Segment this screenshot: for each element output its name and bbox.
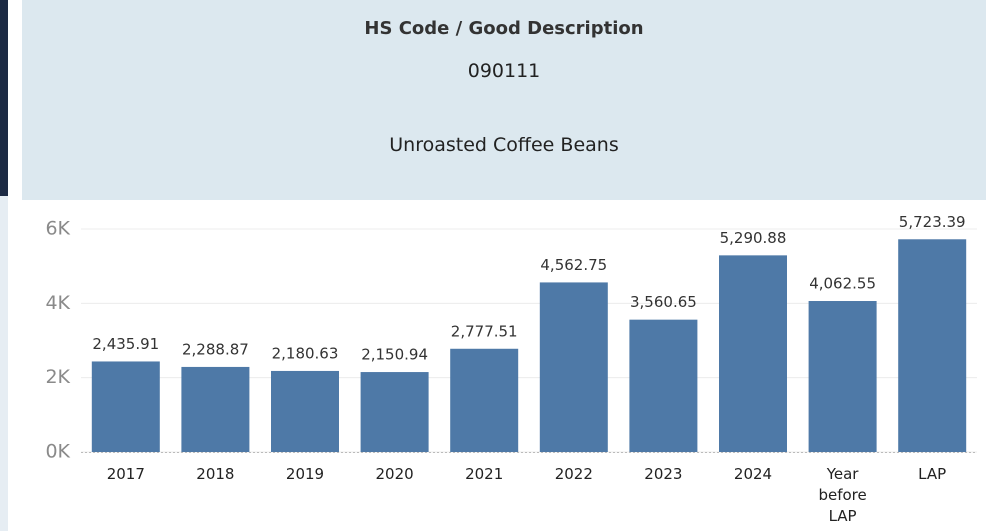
x-tick-label: 2021 bbox=[465, 465, 504, 483]
bar bbox=[181, 366, 250, 452]
bar bbox=[450, 348, 519, 452]
bar bbox=[271, 370, 339, 452]
bar bbox=[808, 301, 877, 452]
description: Unroasted Coffee Beans bbox=[389, 134, 619, 156]
bar bbox=[898, 239, 967, 452]
y-tick-label: 6K bbox=[45, 218, 70, 240]
value-label: 5,723.39 bbox=[899, 213, 966, 231]
x-tick-label: 2020 bbox=[375, 465, 414, 483]
x-tick-label: 2023 bbox=[644, 465, 683, 483]
x-tick-label: 2024 bbox=[733, 465, 773, 483]
value-label: 2,150.94 bbox=[361, 346, 428, 364]
header-title: HS Code / Good Description bbox=[364, 18, 644, 39]
x-tick-label: LAP bbox=[918, 465, 947, 483]
hs-code: 090111 bbox=[467, 60, 541, 82]
value-label: 2,288.87 bbox=[182, 340, 249, 358]
bar bbox=[539, 282, 608, 452]
x-tick-label: 2022 bbox=[554, 465, 593, 483]
bar bbox=[91, 361, 160, 452]
x-tick-label: 2019 bbox=[285, 465, 325, 483]
value-label: 2,777.51 bbox=[451, 322, 518, 340]
y-tick-label: 0K bbox=[45, 441, 70, 463]
bar bbox=[629, 319, 698, 452]
y-tick-label: 2K bbox=[45, 366, 70, 388]
value-label: 5,290.88 bbox=[720, 229, 787, 247]
bar bbox=[719, 255, 787, 452]
header: HS Code / Good Description 090111 Unroas… bbox=[22, 0, 986, 200]
bar bbox=[360, 372, 429, 452]
x-tick-label: 2017 bbox=[106, 465, 145, 483]
value-label: 3,560.65 bbox=[630, 293, 697, 311]
x-tick-label: Year before LAP bbox=[818, 465, 867, 525]
value-label: 2,180.63 bbox=[272, 344, 339, 362]
y-tick-label: 4K bbox=[45, 292, 70, 314]
side-strip bbox=[0, 196, 8, 531]
x-tick-label: 2018 bbox=[196, 465, 235, 483]
value-label: 2,435.91 bbox=[92, 335, 159, 353]
value-label: 4,562.75 bbox=[540, 256, 607, 274]
side-strip bbox=[0, 0, 8, 196]
value-label: 4,062.55 bbox=[809, 275, 876, 293]
